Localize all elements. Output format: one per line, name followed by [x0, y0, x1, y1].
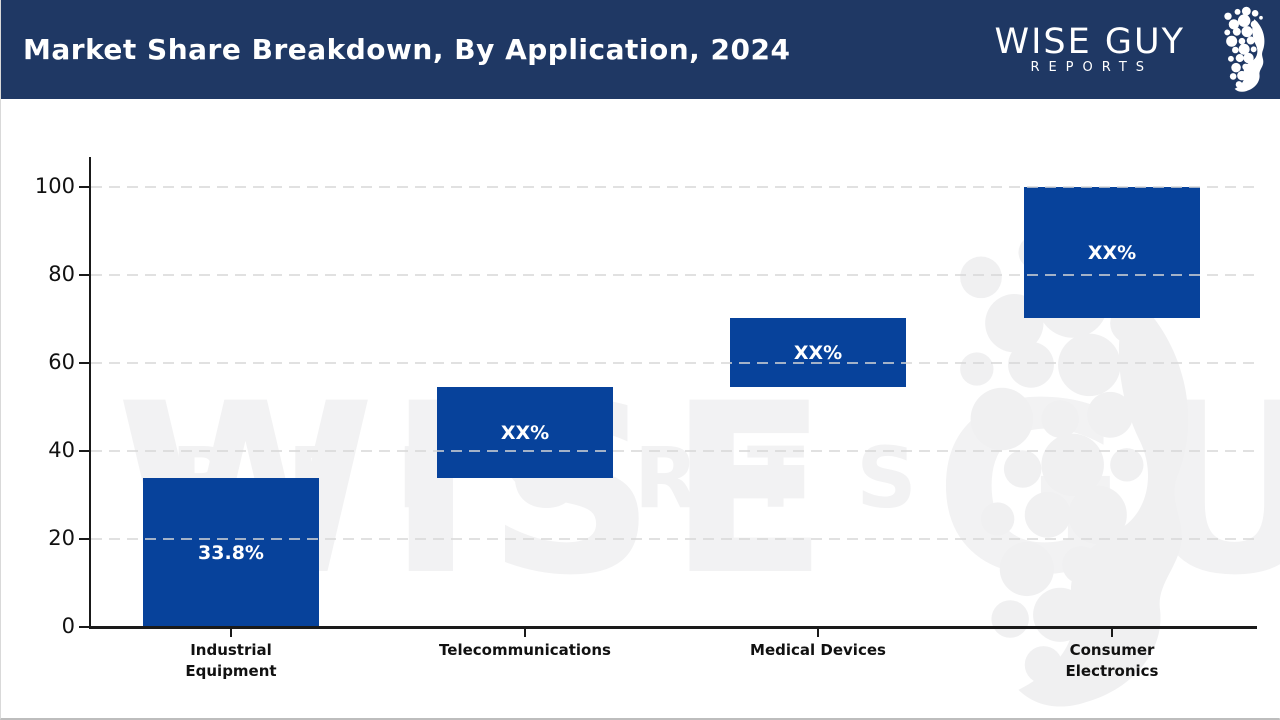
x-tick-mark: [1111, 629, 1113, 637]
chart-plot-area: WISE GUY REPORTS 02040608010033.8%Indust…: [1, 99, 1280, 718]
header-bar: Market Share Breakdown, By Application, …: [1, 0, 1280, 99]
y-tick-label: 60: [48, 350, 75, 374]
gridline-100: [91, 186, 1257, 188]
dotted-head-profile-icon: [1224, 6, 1265, 92]
y-tick-mark: [79, 626, 89, 628]
category-label-line: Industrial: [190, 641, 272, 659]
logo-text: WISE GUY REPORTS: [994, 21, 1185, 76]
y-tick-mark: [79, 186, 89, 188]
category-label: Telecommunications: [395, 640, 655, 661]
category-label: Medical Devices: [688, 640, 948, 661]
gridline-60: [91, 362, 1257, 364]
y-tick-mark: [79, 274, 89, 276]
chart-title: Market Share Breakdown, By Application, …: [23, 33, 791, 66]
y-tick-label: 0: [61, 614, 75, 638]
bar-medical-devices: XX%: [730, 318, 906, 388]
category-label-line: Electronics: [1065, 662, 1159, 680]
y-tick-mark: [79, 538, 89, 540]
category-label-line: Medical Devices: [750, 641, 886, 659]
x-tick-mark: [817, 629, 819, 637]
x-tick-mark: [524, 629, 526, 637]
bar-telecommunications: XX%: [437, 387, 613, 479]
category-label-line: Consumer: [1069, 641, 1155, 659]
y-tick-mark: [79, 450, 89, 452]
y-tick-label: 20: [48, 526, 75, 550]
bar-industrial-equipment: 33.8%: [143, 478, 319, 627]
category-label: Industrial Equipment: [101, 640, 361, 682]
category-label-line: Equipment: [185, 662, 277, 680]
bar-value-label: XX%: [793, 341, 843, 364]
y-tick-mark: [79, 362, 89, 364]
gridline-40: [91, 450, 1257, 452]
logo-subtitle: REPORTS: [1030, 60, 1154, 76]
y-tick-label: 80: [48, 262, 75, 286]
x-tick-mark: [230, 629, 232, 637]
wise-guy-reports-logo: WISE GUY REPORTS: [994, 6, 1267, 94]
logo-wordmark: WISE GUY: [994, 21, 1185, 62]
gridline-80: [91, 274, 1257, 276]
y-axis: [89, 157, 91, 627]
x-axis: [89, 626, 1257, 629]
category-label: Consumer Electronics: [982, 640, 1242, 682]
y-tick-label: 100: [34, 174, 75, 198]
bar-value-label: XX%: [500, 421, 550, 444]
category-label-line: Telecommunications: [439, 641, 611, 659]
bar-value-label: XX%: [1087, 241, 1137, 264]
gridline-20: [91, 538, 1257, 540]
bar-value-label: 33.8%: [198, 541, 264, 564]
y-tick-label: 40: [48, 438, 75, 462]
bar-consumer-electronics: XX%: [1024, 187, 1200, 319]
